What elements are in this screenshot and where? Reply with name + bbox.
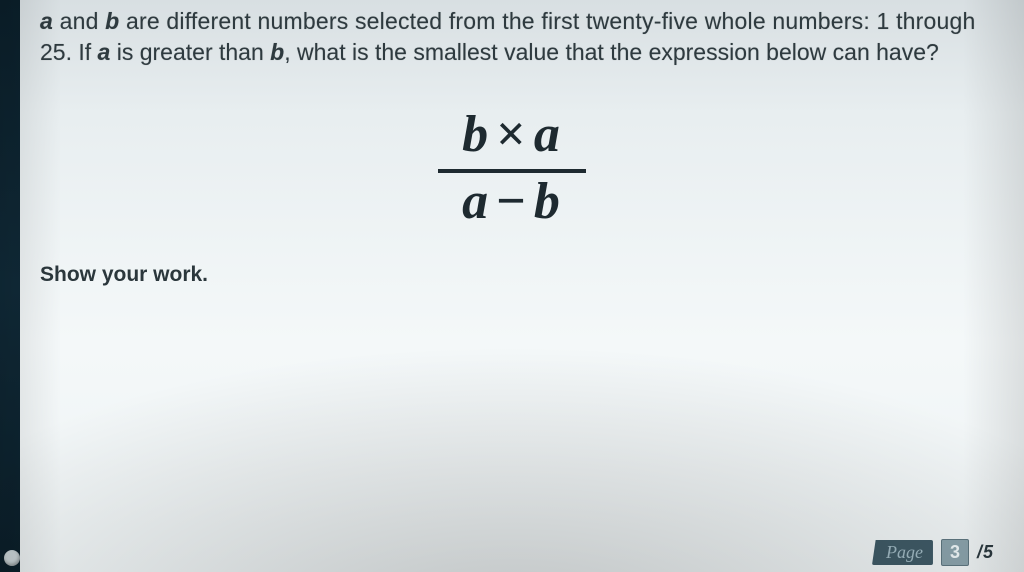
question-text: a and b are different numbers selected f… bbox=[40, 8, 984, 66]
question-line-2: 25. If a is greater than b, what is the … bbox=[40, 39, 984, 66]
screen-edge-strip bbox=[0, 0, 20, 572]
variable-a: a bbox=[98, 39, 111, 65]
fraction-bar bbox=[438, 169, 586, 173]
worksheet-page: a and b are different numbers selected f… bbox=[0, 0, 1024, 572]
text-segment: 25. If bbox=[40, 39, 98, 65]
page-label: Page bbox=[872, 540, 933, 565]
fraction: b×a a−b bbox=[438, 108, 586, 229]
fraction-denominator: a−b bbox=[438, 175, 586, 230]
page-number: 3 bbox=[941, 539, 969, 566]
variable-b: b bbox=[105, 8, 119, 34]
variable-a: a bbox=[40, 8, 53, 34]
math-expression: b×a a−b bbox=[438, 108, 586, 229]
text-segment: , what is the smallest value that the ex… bbox=[284, 39, 939, 65]
edge-dot-icon bbox=[4, 550, 20, 566]
variable-b: b bbox=[462, 106, 490, 163]
minus-op: − bbox=[490, 173, 534, 230]
question-line-1: a and b are different numbers selected f… bbox=[40, 8, 984, 35]
text-segment: and bbox=[53, 8, 105, 34]
page-footer: Page 3 /5 bbox=[872, 539, 994, 566]
variable-a: a bbox=[462, 173, 490, 230]
multiply-op: × bbox=[490, 106, 534, 163]
variable-a: a bbox=[534, 106, 562, 163]
fraction-numerator: b×a bbox=[438, 108, 586, 163]
show-work-prompt: Show your work. bbox=[40, 263, 984, 287]
page-total: /5 bbox=[977, 542, 994, 563]
text-segment: are different numbers selected from the … bbox=[119, 8, 975, 34]
variable-b: b bbox=[270, 39, 284, 65]
variable-b: b bbox=[534, 173, 562, 230]
text-segment: is greater than bbox=[110, 39, 270, 65]
